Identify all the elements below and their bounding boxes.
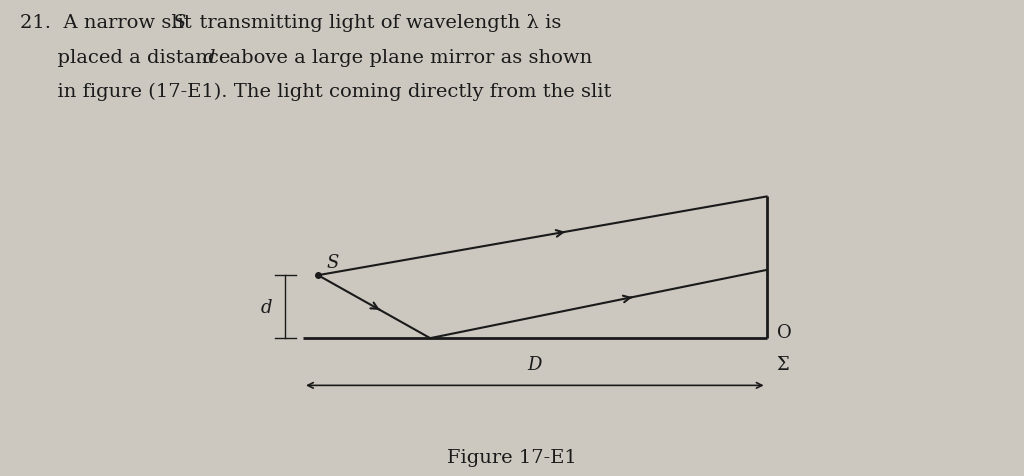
Text: O: O bbox=[777, 324, 792, 342]
Text: Σ: Σ bbox=[777, 356, 790, 374]
Text: above a large plane mirror as shown: above a large plane mirror as shown bbox=[217, 49, 592, 67]
Text: d: d bbox=[203, 49, 215, 67]
Text: placed a distance: placed a distance bbox=[20, 49, 238, 67]
Text: S: S bbox=[172, 14, 185, 32]
Text: Figure 17-E1: Figure 17-E1 bbox=[447, 448, 577, 466]
Text: d: d bbox=[261, 298, 272, 316]
Text: D: D bbox=[527, 356, 542, 374]
Text: in figure (17-E1). The light coming directly from the slit: in figure (17-E1). The light coming dire… bbox=[20, 83, 612, 101]
Text: S: S bbox=[327, 254, 339, 272]
Text: transmitting light of wavelength λ is: transmitting light of wavelength λ is bbox=[187, 14, 562, 32]
Text: 21.  A narrow slit: 21. A narrow slit bbox=[20, 14, 199, 32]
